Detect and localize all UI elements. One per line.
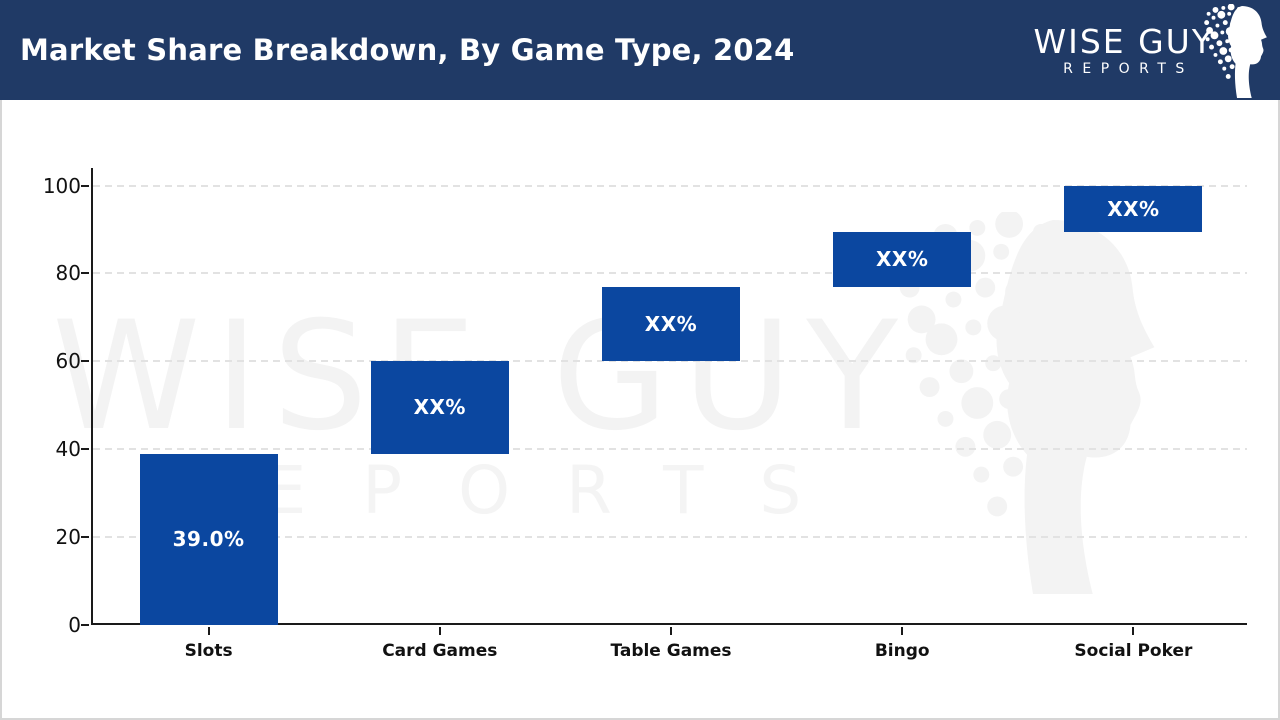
category-label: Table Games xyxy=(610,641,732,661)
y-tick-label: 80 xyxy=(55,261,81,286)
y-tick-label: 20 xyxy=(55,525,81,550)
bar-value-label: XX% xyxy=(644,311,698,336)
y-tick-mark xyxy=(81,272,89,275)
category-label: Social Poker xyxy=(1074,641,1193,661)
bar: 39.0% xyxy=(139,453,278,625)
page-title: Market Share Breakdown, By Game Type, 20… xyxy=(20,33,795,67)
x-tick-mark xyxy=(438,627,441,635)
gridline xyxy=(93,448,1247,451)
bar: XX% xyxy=(833,231,972,287)
y-tick-mark xyxy=(81,536,89,539)
header-bar: Market Share Breakdown, By Game Type, 20… xyxy=(0,0,1280,100)
gridline xyxy=(93,184,1247,187)
x-tick-mark xyxy=(670,627,672,635)
bar-value-label: 39.0% xyxy=(172,527,245,552)
x-tick-mark xyxy=(901,627,904,635)
y-tick-mark xyxy=(81,624,89,626)
plot-area: 0 20 40 60 80 100 39.0% Slots XX% Card Games XX% Ta… xyxy=(43,168,1247,661)
gridline xyxy=(93,536,1247,539)
y-tick-mark xyxy=(81,448,89,451)
category-label: Bingo xyxy=(874,641,930,661)
bar: XX% xyxy=(1064,185,1203,232)
y-tick-label: 0 xyxy=(68,613,81,637)
gridline xyxy=(93,360,1247,363)
y-tick-label: 60 xyxy=(55,349,81,374)
logo-face-icon xyxy=(1204,4,1267,98)
wise-guy-logo: WISE GUY REPORTS xyxy=(1033,4,1276,98)
logo-subtitle: REPORTS xyxy=(1063,61,1194,78)
category-label: Slots xyxy=(184,641,233,661)
bar: XX% xyxy=(370,361,509,454)
bar-value-label: XX% xyxy=(413,395,466,420)
category-label: Card Games xyxy=(382,641,498,661)
bar: XX% xyxy=(602,286,740,362)
bar-value-label: XX% xyxy=(1107,196,1160,221)
x-tick-mark xyxy=(207,627,210,635)
y-tick-label: 100 xyxy=(42,173,81,198)
x-tick-mark xyxy=(1132,627,1135,635)
gridline xyxy=(93,272,1247,275)
logo-wordmark-block: WISE GUY REPORTS xyxy=(1033,21,1214,78)
chart-canvas: WISE GUY REPORTS 0 20 40 60 80 100 39.0% Slots X… xyxy=(0,100,1280,720)
logo-wordmark: WISE GUY xyxy=(1033,21,1214,61)
y-tick-mark xyxy=(81,184,89,187)
y-tick-label: 40 xyxy=(55,437,81,462)
y-tick-mark xyxy=(81,360,89,363)
bar-value-label: XX% xyxy=(875,247,929,272)
